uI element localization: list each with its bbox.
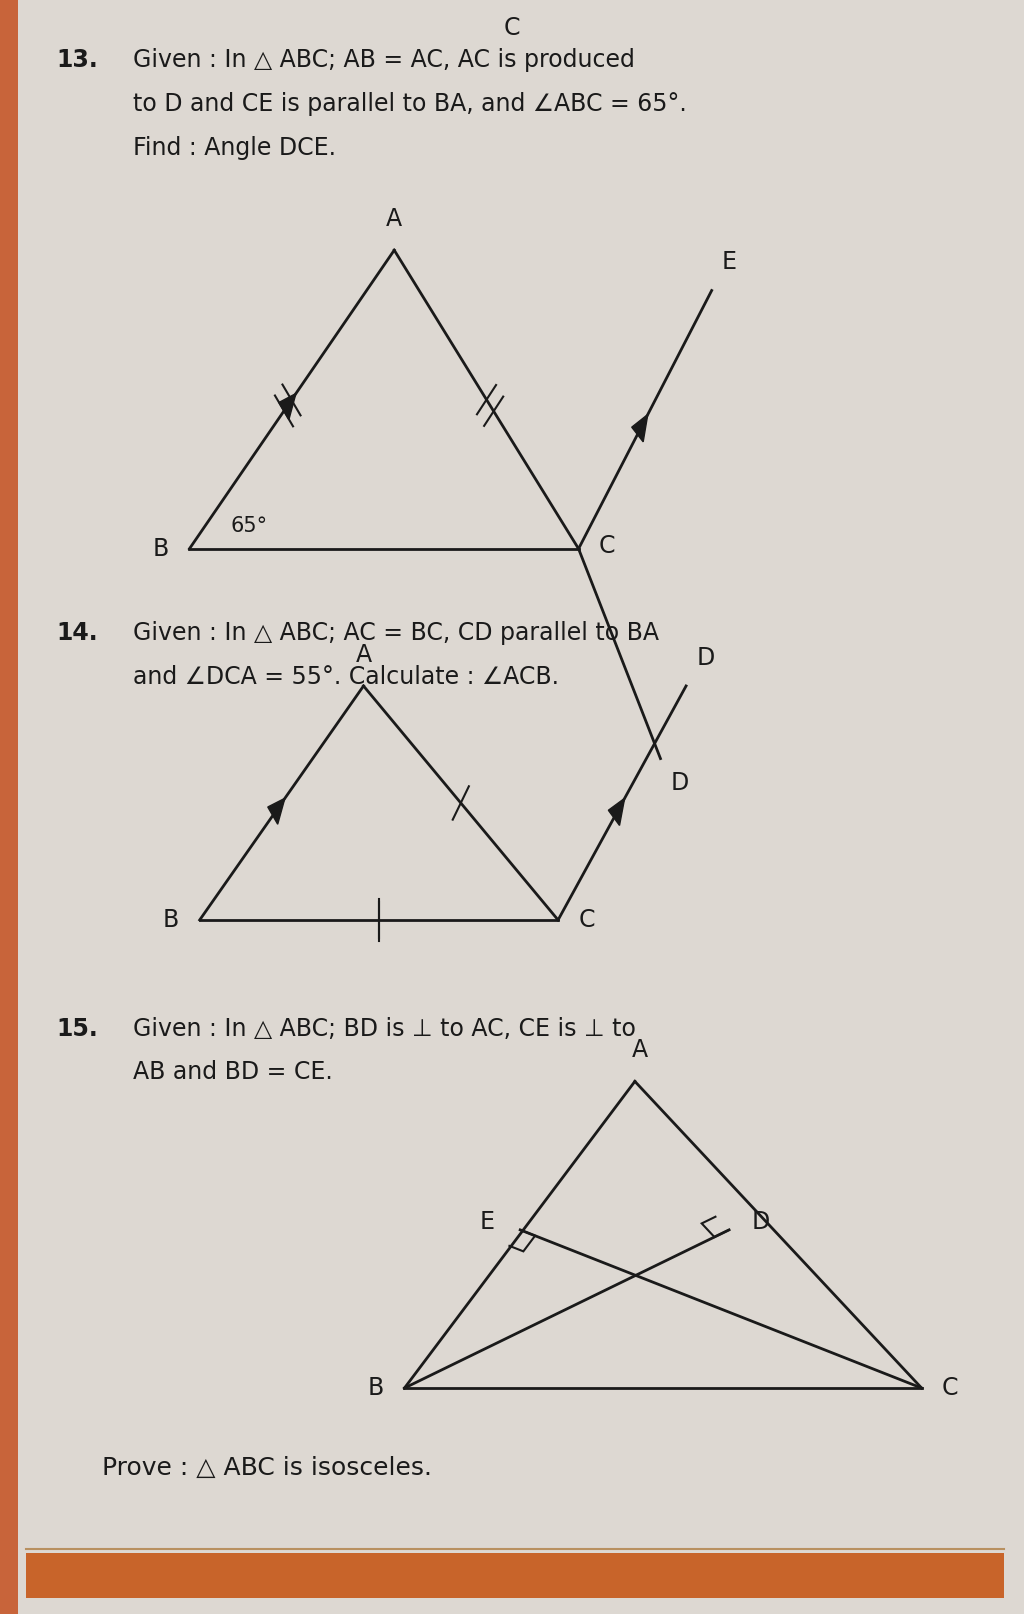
Text: Given : In △ ABC; AC = BC, CD parallel to BA: Given : In △ ABC; AC = BC, CD parallel t… (133, 621, 659, 646)
FancyBboxPatch shape (0, 0, 18, 1614)
Text: E: E (479, 1210, 495, 1233)
Polygon shape (279, 394, 296, 420)
Text: C: C (504, 16, 520, 40)
Text: C: C (579, 909, 595, 931)
Text: A: A (632, 1038, 648, 1062)
Text: 13.: 13. (56, 48, 98, 73)
Text: C: C (599, 534, 615, 557)
Text: E: E (722, 250, 737, 274)
Text: Given : In △ ABC; BD is ⊥ to AC, CE is ⊥ to: Given : In △ ABC; BD is ⊥ to AC, CE is ⊥… (133, 1017, 636, 1041)
Text: B: B (153, 537, 169, 560)
Text: B: B (163, 909, 179, 931)
Text: A: A (355, 642, 372, 667)
Polygon shape (632, 415, 648, 442)
Text: Given : In △ ABC; AB = AC, AC is produced: Given : In △ ABC; AB = AC, AC is produce… (133, 48, 635, 73)
Text: D: D (696, 646, 715, 670)
Text: D: D (752, 1210, 770, 1233)
Text: D: D (671, 771, 689, 796)
Text: 15.: 15. (56, 1017, 98, 1041)
Text: A: A (386, 207, 402, 231)
Text: B: B (368, 1377, 384, 1399)
FancyBboxPatch shape (26, 1553, 1004, 1598)
Text: to D and CE is parallel to BA, and ∠ABC = 65°.: to D and CE is parallel to BA, and ∠ABC … (133, 92, 687, 116)
Text: Prove : △ ABC is isosceles.: Prove : △ ABC is isosceles. (102, 1456, 432, 1480)
Polygon shape (268, 799, 285, 825)
Text: AB and BD = CE.: AB and BD = CE. (133, 1060, 333, 1085)
Polygon shape (608, 799, 625, 825)
Text: and ∠DCA = 55°. Calculate : ∠ACB.: and ∠DCA = 55°. Calculate : ∠ACB. (133, 665, 559, 689)
Text: 65°: 65° (230, 516, 267, 536)
Text: 14.: 14. (56, 621, 98, 646)
Text: C: C (942, 1377, 958, 1399)
Text: Find : Angle DCE.: Find : Angle DCE. (133, 136, 336, 160)
